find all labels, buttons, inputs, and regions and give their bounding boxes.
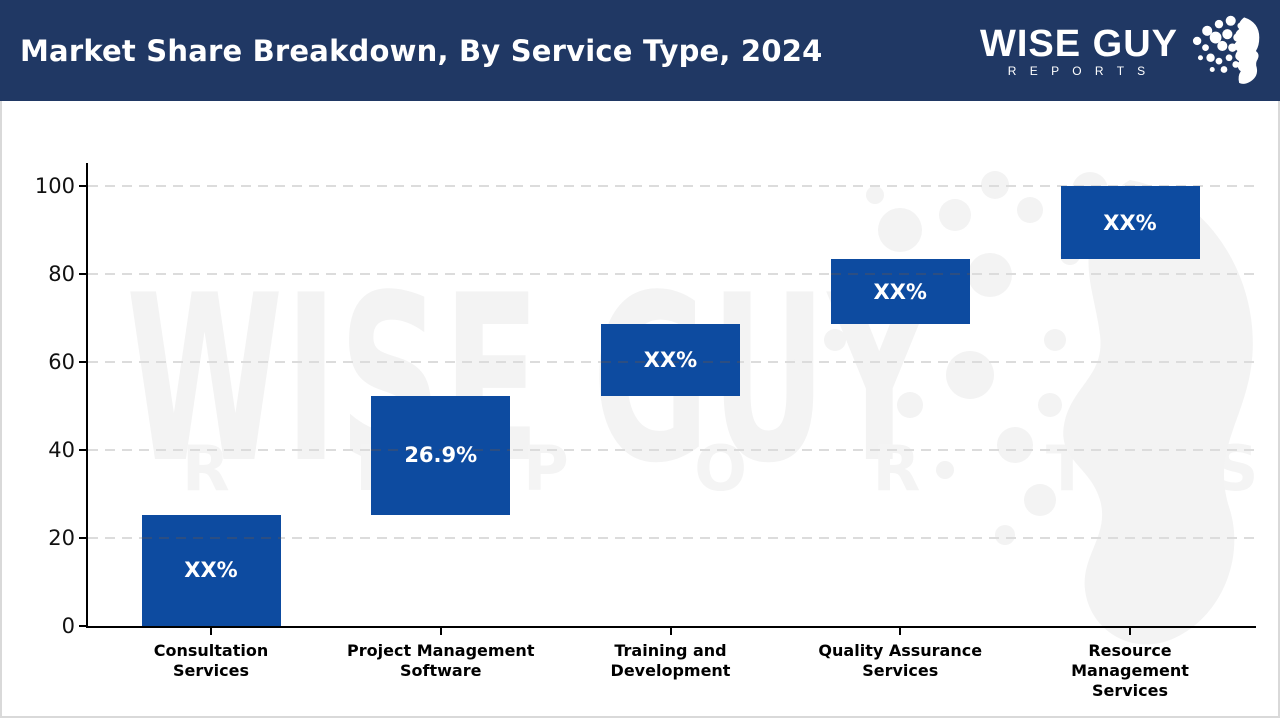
bar-segment: XX% bbox=[141, 514, 281, 626]
y-tick-label: 40 bbox=[48, 438, 75, 462]
gridline bbox=[88, 273, 1254, 275]
watermark-wordmark: WISE GUY bbox=[126, 247, 933, 514]
chart-title: Market Share Breakdown, By Service Type,… bbox=[20, 33, 823, 68]
y-tick-label: 80 bbox=[48, 262, 75, 286]
y-tick-label: 60 bbox=[48, 350, 75, 374]
gridline-overlay bbox=[830, 272, 970, 275]
gridline-overlay bbox=[141, 536, 281, 539]
y-tick-label: 0 bbox=[61, 614, 75, 638]
bar-value-label: XX% bbox=[184, 558, 238, 583]
wise-guy-logo: WISE GUY R E P O R T S bbox=[980, 9, 1266, 93]
logo-wordmark: WISE GUY bbox=[979, 22, 1178, 65]
bar-value-label: XX% bbox=[873, 279, 927, 304]
gridline-overlay bbox=[601, 360, 740, 363]
x-category-label: Quality Assurance Services bbox=[818, 641, 983, 680]
x-category-label: Consultation Services bbox=[153, 641, 269, 680]
header-bar: Market Share Breakdown, By Service Type,… bbox=[0, 0, 1280, 101]
x-category-label: Training and Development bbox=[610, 641, 731, 680]
y-tick-mark bbox=[79, 625, 86, 627]
y-tick-label: 100 bbox=[34, 174, 75, 198]
logo-subtitle: R E P O R T S bbox=[1007, 63, 1151, 78]
bar-segment: XX% bbox=[1060, 186, 1200, 260]
x-tick-mark bbox=[439, 628, 442, 635]
x-category-label: Resource Management Services bbox=[1071, 641, 1189, 700]
x-tick-mark bbox=[1129, 628, 1131, 635]
gridline-overlay bbox=[371, 448, 511, 451]
x-axis-line bbox=[86, 626, 1256, 628]
gridline bbox=[88, 537, 1254, 539]
bar-segment: 26.9% bbox=[371, 396, 511, 515]
x-tick-mark bbox=[899, 628, 902, 635]
y-axis-line bbox=[86, 163, 88, 628]
y-tick-label: 20 bbox=[48, 526, 75, 550]
gridline bbox=[88, 449, 1254, 451]
y-tick-mark bbox=[79, 185, 86, 187]
y-tick-mark bbox=[79, 537, 86, 539]
bar-value-label: 26.9% bbox=[404, 443, 478, 468]
bar-segment: XX% bbox=[830, 259, 970, 325]
bar-value-label: XX% bbox=[643, 348, 698, 373]
bar-segment: XX% bbox=[601, 324, 740, 397]
logo-head-icon bbox=[1192, 15, 1260, 84]
y-tick-mark bbox=[79, 273, 86, 275]
bar-value-label: XX% bbox=[1103, 210, 1157, 235]
gridline bbox=[88, 185, 1254, 187]
x-category-label: Project Management Software bbox=[347, 641, 535, 680]
y-tick-mark bbox=[79, 361, 86, 363]
logo-text: WISE GUY R E P O R T S bbox=[980, 25, 1178, 77]
x-tick-mark bbox=[210, 628, 212, 635]
x-tick-mark bbox=[669, 628, 672, 635]
y-tick-mark bbox=[79, 449, 86, 451]
